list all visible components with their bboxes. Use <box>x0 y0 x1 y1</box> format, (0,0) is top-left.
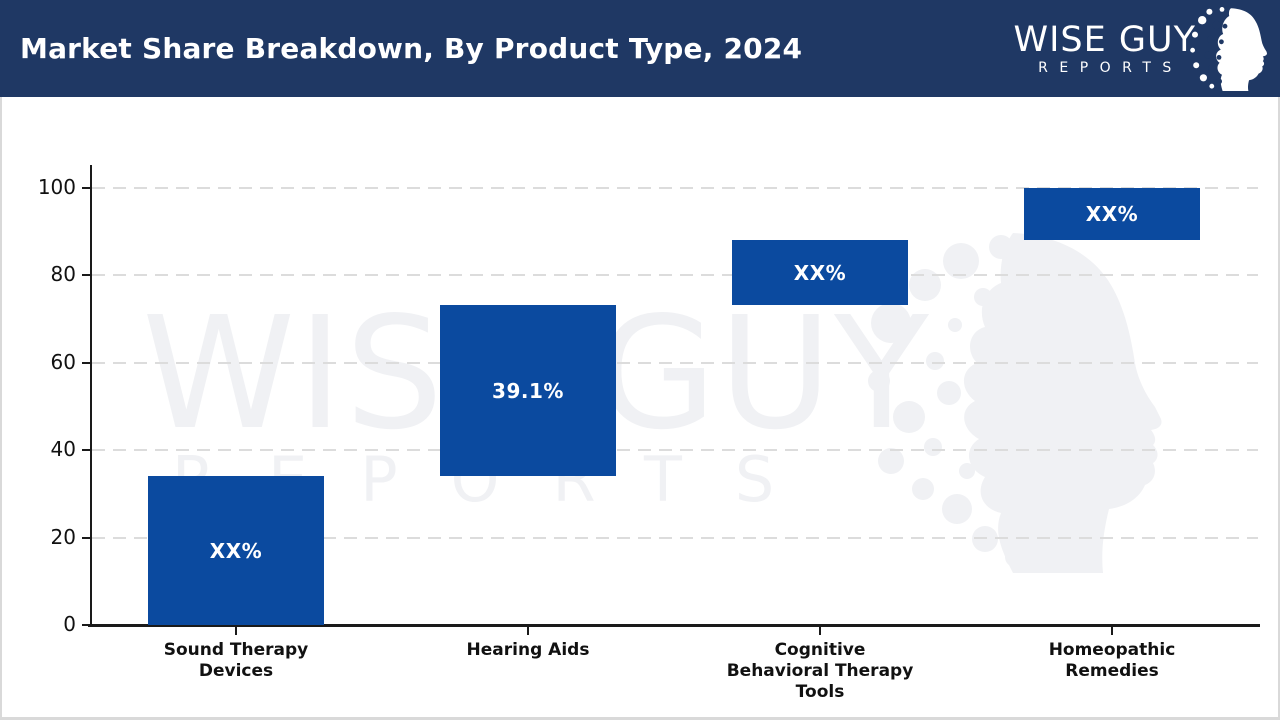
brand-logo-text: WISE GUY REPORTS <box>1013 21 1196 76</box>
y-tick-label: 80 <box>50 262 76 286</box>
bar: XX% <box>1024 187 1200 241</box>
bar-value-label: XX% <box>1085 201 1139 226</box>
y-tick-mark <box>82 536 90 539</box>
y-tick-label: 20 <box>50 524 76 549</box>
gridline <box>92 186 1258 189</box>
bar: 39.1% <box>440 305 616 477</box>
bar-value-label: 39.1% <box>492 378 564 403</box>
y-tick-label: 100 <box>37 174 76 199</box>
y-tick-mark <box>82 624 90 626</box>
bar-value-label: XX% <box>209 538 263 563</box>
y-axis-line <box>90 165 92 627</box>
page-title: Market Share Breakdown, By Product Type,… <box>20 32 803 65</box>
x-axis-category-label: Hearing Aids <box>466 640 590 660</box>
x-tick-mark <box>235 627 237 635</box>
x-axis-line <box>88 624 1260 627</box>
gridline <box>92 274 1258 276</box>
bar: XX% <box>732 240 908 306</box>
x-axis-category-label: Cognitive Behavioral Therapy Tools <box>726 640 914 702</box>
x-tick-mark <box>819 627 821 635</box>
bar-value-label: XX% <box>793 260 847 285</box>
brand-name: WISE GUY <box>1013 20 1196 60</box>
gridline <box>92 361 1258 364</box>
logo-head-icon <box>1190 6 1267 91</box>
y-tick-mark <box>82 186 90 189</box>
y-tick-mark <box>82 361 90 364</box>
y-tick-label: 0 <box>63 612 76 636</box>
x-axis-category-label: Sound Therapy Devices <box>163 640 309 681</box>
header: Market Share Breakdown, By Product Type,… <box>0 0 1280 97</box>
x-axis-category-label: Homeopathic Remedies <box>1048 640 1176 681</box>
gridline <box>92 449 1258 451</box>
x-tick-mark <box>1111 627 1113 635</box>
brand-subname: REPORTS <box>1038 60 1183 76</box>
y-tick-label: 60 <box>50 349 76 374</box>
y-tick-mark <box>82 449 90 451</box>
bar: XX% <box>148 476 324 625</box>
x-tick-mark <box>527 627 529 635</box>
gridline <box>92 536 1258 539</box>
y-tick-mark <box>82 274 90 276</box>
brand-logo: WISE GUY REPORTS <box>1013 6 1274 91</box>
y-tick-label: 40 <box>50 437 76 461</box>
